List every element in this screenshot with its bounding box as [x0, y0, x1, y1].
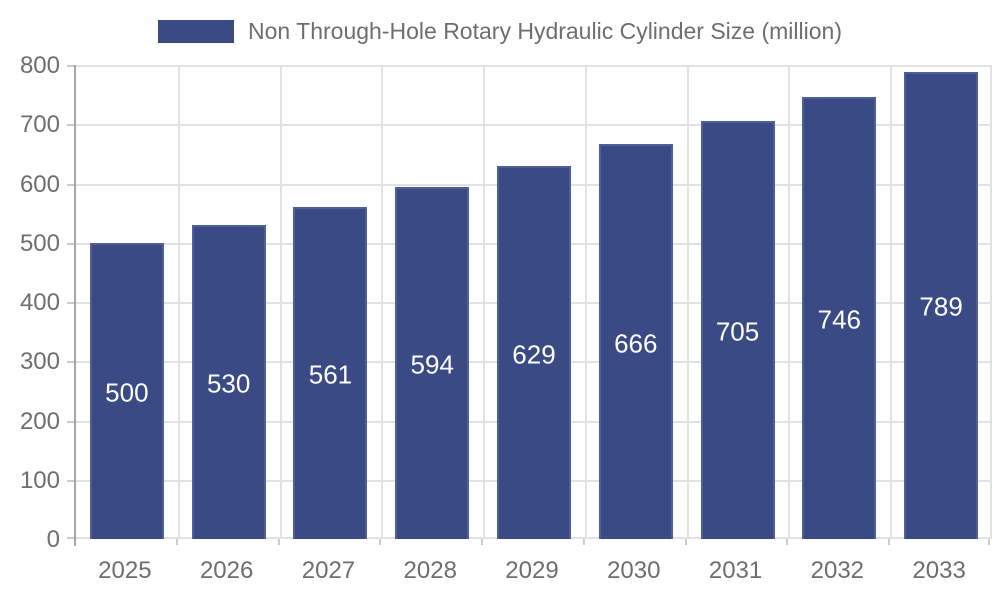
bar-value-label: 561	[308, 359, 353, 390]
bar: 705	[700, 121, 775, 539]
bar: 594	[395, 187, 470, 539]
y-axis-tick-label: 600	[19, 170, 60, 198]
x-axis-tick-label: 2033	[912, 557, 966, 584]
gridline	[788, 65, 791, 539]
y-tick-mark	[67, 242, 74, 245]
x-axis-tick-label: 2027	[301, 557, 356, 584]
y-tick-mark	[67, 302, 74, 304]
x-tick-mark	[888, 539, 891, 545]
bar-value-label: 629	[512, 339, 556, 370]
gridline	[76, 65, 990, 67]
bar-value-label: 789	[919, 291, 963, 322]
y-tick-mark	[67, 361, 74, 364]
legend-label: Non Through-Hole Rotary Hydraulic Cylind…	[248, 18, 842, 44]
y-axis-tick-label: 200	[19, 407, 60, 435]
x-tick-mark	[175, 539, 178, 545]
y-axis-tick-label: 800	[19, 52, 60, 79]
y-tick-mark	[67, 420, 74, 423]
y-axis-tick-label: 100	[19, 466, 60, 494]
y-axis-tick-label: 400	[19, 289, 60, 316]
x-axis-tick-label: 2029	[505, 557, 559, 584]
gridline	[177, 65, 180, 539]
y-axis-tick-label: 500	[19, 229, 60, 257]
x-axis-tick-label: 2032	[810, 557, 865, 584]
bar-value-label: 666	[614, 328, 658, 359]
y-tick-mark	[67, 537, 74, 539]
y-tick-mark	[67, 65, 74, 67]
gridline	[990, 65, 992, 539]
x-tick-mark	[481, 539, 484, 545]
y-axis-line-foot	[74, 539, 76, 546]
y-axis-tick-label: 700	[19, 111, 60, 139]
bar: 629	[497, 166, 571, 539]
gridline	[584, 65, 587, 539]
legend-swatch	[158, 20, 235, 43]
x-axis-tick-label: 2031	[708, 557, 763, 584]
gridline	[890, 65, 893, 539]
gridline	[483, 65, 486, 539]
bar-value-label: 746	[817, 304, 862, 335]
y-tick-mark	[67, 479, 74, 482]
gridline	[381, 65, 384, 539]
x-axis-tick-label: 2026	[199, 557, 254, 584]
x-axis-tick-label: 2025	[98, 557, 152, 584]
x-axis-tick-label: 2028	[403, 557, 457, 584]
bar-value-label: 500	[105, 377, 149, 408]
y-axis-tick-label: 0	[46, 526, 60, 553]
x-tick-mark	[582, 539, 585, 545]
bar: 666	[598, 144, 673, 539]
bar: 500	[89, 242, 164, 539]
gridline	[686, 65, 689, 539]
y-tick-mark	[67, 183, 74, 186]
bar: 561	[293, 206, 368, 539]
x-tick-mark	[277, 539, 280, 545]
x-axis-tick-label: 2030	[607, 557, 661, 584]
bar: 789	[904, 71, 979, 539]
bar-value-label: 705	[715, 316, 760, 347]
gridline	[76, 124, 990, 127]
y-axis-tick-label: 300	[19, 348, 60, 376]
bar-value-label: 530	[206, 368, 251, 399]
x-tick-mark	[684, 539, 687, 545]
legend: Non Through-Hole Rotary Hydraulic Cylind…	[0, 18, 1000, 45]
bar: 530	[191, 224, 266, 539]
y-tick-mark	[67, 124, 74, 127]
gridline	[279, 65, 282, 539]
x-tick-mark	[988, 539, 990, 545]
plot-area: 500 530 561 594 629 666 705 746 789	[74, 65, 992, 539]
bar-value-label: 594	[410, 349, 454, 380]
x-tick-mark	[786, 539, 789, 545]
x-tick-mark	[379, 539, 382, 545]
bar: 746	[802, 96, 877, 539]
